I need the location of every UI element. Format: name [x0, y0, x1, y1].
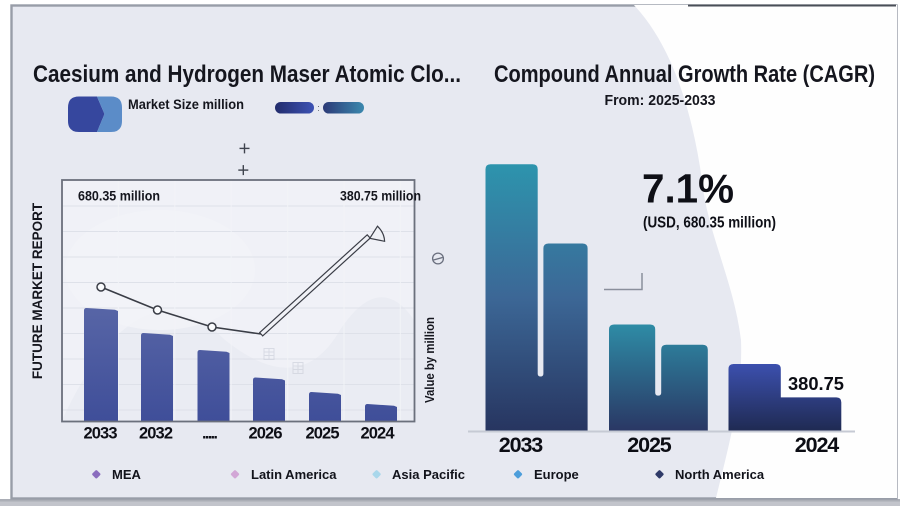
svg-text:(USD, 680.35 million): (USD, 680.35 million): [643, 215, 776, 232]
svg-text:2025: 2025: [627, 433, 672, 457]
svg-text:380.75: 380.75: [788, 373, 844, 394]
svg-text:Caesium and Hydrogen Maser Ato: Caesium and Hydrogen Maser Atomic Clo...: [33, 61, 461, 88]
svg-text:North America: North America: [675, 467, 765, 482]
svg-text:FUTURE MARKET REPORT: FUTURE MARKET REPORT: [30, 202, 45, 379]
svg-text:Value by million: Value by million: [422, 317, 437, 403]
svg-text:2026: 2026: [249, 425, 283, 443]
svg-text::: :: [317, 103, 320, 113]
svg-text:2024: 2024: [795, 433, 840, 457]
svg-text:2033: 2033: [84, 425, 118, 443]
svg-text:Market Size million: Market Size million: [128, 96, 244, 112]
svg-text:Latin America: Latin America: [251, 467, 337, 482]
svg-text:Asia Pacific: Asia Pacific: [392, 467, 465, 482]
svg-text:680.35 million: 680.35 million: [78, 189, 160, 204]
svg-text:380.75 million: 380.75 million: [340, 189, 421, 204]
svg-text:2025: 2025: [306, 425, 340, 443]
svg-text:MEA: MEA: [112, 467, 142, 482]
svg-text:2033: 2033: [499, 433, 544, 457]
svg-text:2024: 2024: [361, 425, 396, 443]
svg-text:7.1%: 7.1%: [642, 166, 734, 212]
svg-text:Europe: Europe: [534, 467, 579, 482]
svg-text:.....: .....: [202, 425, 218, 443]
svg-text:Compound Annual Growth Rate (C: Compound Annual Growth Rate (CAGR): [494, 61, 875, 88]
svg-text:From: 2025-2033: From: 2025-2033: [605, 92, 716, 109]
svg-text:2032: 2032: [139, 425, 173, 443]
